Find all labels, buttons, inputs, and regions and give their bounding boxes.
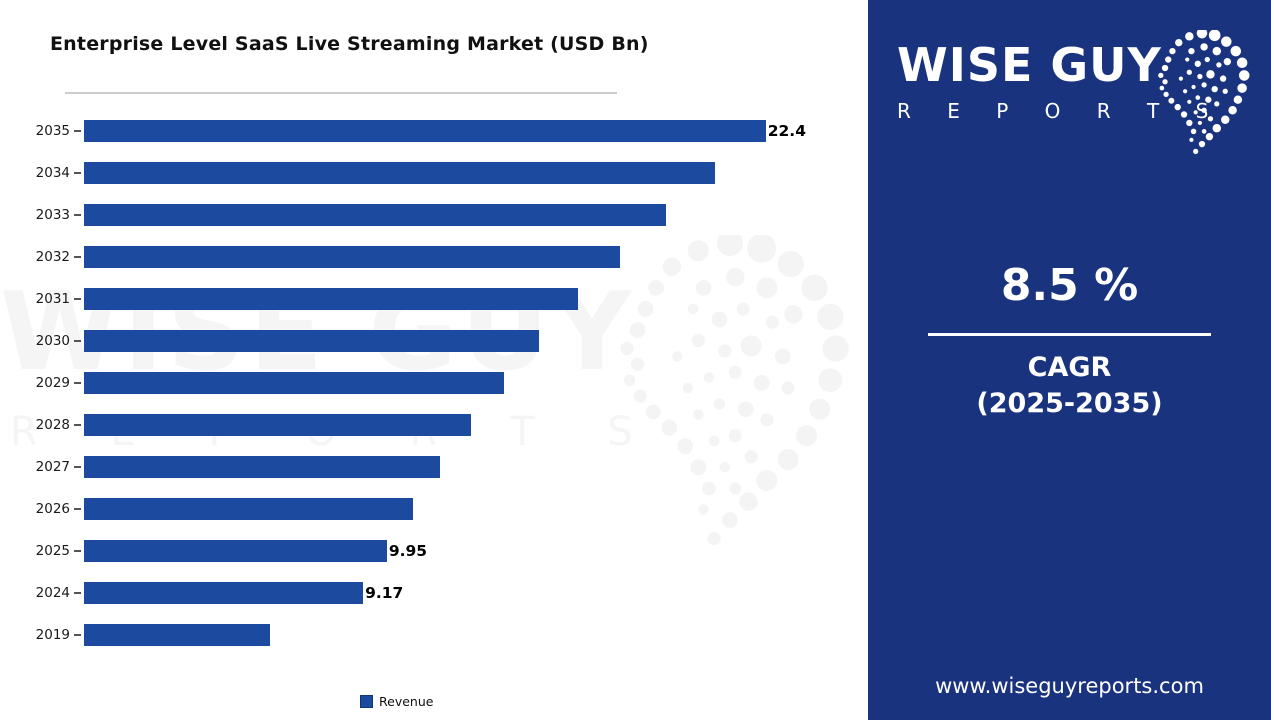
title-divider: [65, 92, 617, 94]
y-axis-tick: [74, 340, 81, 342]
bar-track: [84, 204, 784, 226]
bar-track: [84, 414, 784, 436]
y-axis-label: 2024: [35, 585, 70, 601]
revenue-bar: [84, 498, 413, 520]
bar-track: [84, 498, 784, 520]
logo-subtitle: R E P O R T S: [897, 98, 1224, 123]
bar-row: 2033: [0, 194, 860, 236]
y-axis-tick: [74, 634, 81, 636]
chart-legend: Revenue: [360, 694, 433, 709]
cagr-label-line2: (2025-2035): [976, 388, 1163, 420]
bar-row: 2027: [0, 446, 860, 488]
y-axis-label: 2027: [35, 459, 70, 475]
cagr-label: CAGR (2025-2035): [976, 350, 1162, 423]
y-axis-label: 2029: [35, 375, 70, 391]
bar-chart: 2035 22.4 2034 2033 2032 2031 2030 2029 2028 2027…: [0, 110, 860, 656]
revenue-bar: [84, 162, 715, 184]
bar-row: 2031: [0, 278, 860, 320]
bar-track: [84, 288, 784, 310]
bar-track: 22.4: [84, 120, 806, 142]
revenue-bar: [84, 330, 540, 352]
bar-track: 9.17: [84, 582, 784, 604]
y-axis-label: 2026: [35, 501, 70, 517]
revenue-bar: [84, 120, 766, 142]
y-axis-tick: [74, 256, 81, 258]
y-axis-label: 2028: [35, 417, 70, 433]
bar-row: 2030: [0, 320, 860, 362]
bar-track: [84, 162, 784, 184]
y-axis-tick: [74, 424, 81, 426]
bar-track: [84, 456, 784, 478]
revenue-bar: [84, 414, 471, 436]
bar-row: 2035 22.4: [0, 110, 860, 152]
y-axis-label: 2034: [35, 165, 70, 181]
bar-row: 2028: [0, 404, 860, 446]
bar-value-label: 9.95: [388, 542, 428, 560]
bar-row: 2019: [0, 614, 860, 656]
revenue-bar: [84, 540, 387, 562]
website-text: www.wiseguyreports.com: [935, 674, 1204, 698]
y-axis-tick: [74, 508, 81, 510]
bar-row: 2034: [0, 152, 860, 194]
bar-row: 2032: [0, 236, 860, 278]
y-axis-label: 2025: [35, 543, 70, 559]
y-axis-label: 2030: [35, 333, 70, 349]
cagr-value: 8.5 %: [1000, 260, 1139, 311]
bar-row: 2026: [0, 488, 860, 530]
cagr-label-line1: CAGR: [1027, 352, 1112, 383]
revenue-bar: [84, 456, 441, 478]
bar-track: 9.95: [84, 540, 784, 562]
bar-value-label: 22.4: [767, 122, 806, 140]
cagr-divider: [928, 333, 1211, 336]
y-axis-tick: [74, 172, 81, 174]
wise-guy-logo: WISE GUY R E P O R T S: [897, 30, 1250, 162]
bar-row: 2029: [0, 362, 860, 404]
y-axis-label: 2031: [35, 291, 70, 307]
revenue-bar: [84, 246, 620, 268]
y-axis-label: 2019: [35, 627, 70, 643]
bar-track: [84, 330, 784, 352]
y-axis-label: 2035: [35, 123, 70, 139]
revenue-bar: [84, 372, 504, 394]
y-axis-tick: [74, 214, 81, 216]
chart-pane: WISE GUY R E P O R T S Enterprise Level …: [0, 33, 860, 709]
bar-track: [84, 624, 784, 646]
bar-value-label: 9.17: [365, 584, 404, 602]
logo-title: WISE GUY: [897, 38, 1162, 92]
y-axis-tick: [74, 130, 81, 132]
bar-row: 2025 9.95: [0, 530, 860, 572]
revenue-bar: [84, 582, 364, 604]
y-axis-tick: [74, 298, 81, 300]
y-axis-tick: [74, 550, 81, 552]
y-axis-tick: [74, 592, 81, 594]
chart-title: Enterprise Level SaaS Live Streaming Mar…: [50, 33, 649, 55]
bar-row: 2024 9.17: [0, 572, 860, 614]
brand-panel: WISE GUY R E P O R T S 8.5 % CAGR (2025-…: [868, 0, 1271, 720]
y-axis-label: 2033: [35, 207, 70, 223]
y-axis-tick: [74, 466, 81, 468]
logo-head-icon: [1158, 30, 1250, 155]
legend-swatch: [360, 695, 373, 708]
revenue-bar: [84, 288, 578, 310]
bar-track: [84, 246, 784, 268]
revenue-bar: [84, 204, 666, 226]
bar-track: [84, 372, 784, 394]
y-axis-label: 2032: [35, 249, 70, 265]
revenue-bar: [84, 624, 270, 646]
y-axis-tick: [74, 382, 81, 384]
legend-label: Revenue: [379, 694, 434, 709]
